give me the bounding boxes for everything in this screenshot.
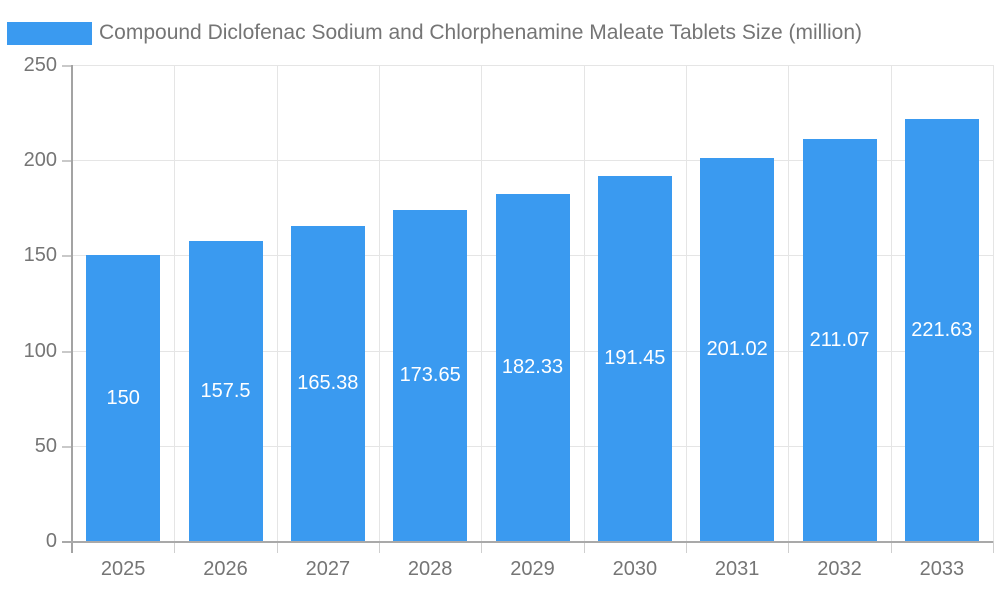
y-axis-tick [62,350,72,353]
y-axis-tick [62,65,72,67]
x-axis-tick [788,541,790,553]
bar: 211.07 [802,139,877,541]
x-gridline [379,65,380,541]
y-axis-tick [62,255,72,258]
x-axis-tick-label: 2026 [203,558,248,580]
x-axis-tick-label: 2025 [100,558,146,580]
bar: 157.5 [188,241,263,541]
y-axis-tick-label: 100 [23,339,57,362]
bar-value-label: 173.65 [399,364,461,387]
bar-value-label: 182.33 [501,355,564,378]
bar-value-label: 191.45 [604,347,666,370]
x-gridline [583,65,585,541]
bar: 150 [86,255,161,541]
y-axis-tick-label: 150 [23,244,57,267]
y-gridline [72,65,993,66]
bar-value-label: 150 [106,386,140,409]
legend: Compound Diclofenac Sodium and Chlorphen… [7,18,862,48]
x-gridline [174,65,176,541]
x-axis-tick [379,541,380,553]
x-axis-tick-label: 2031 [714,558,760,580]
x-gridline [993,65,994,541]
x-axis-tick-label: 2030 [612,558,658,580]
x-axis-tick [993,541,994,553]
x-axis-tick [686,541,687,553]
x-gridline [276,65,278,541]
bar-value-label: 165.38 [297,372,359,395]
x-axis-tick-label: 2027 [305,558,351,580]
bar: 201.02 [700,158,775,541]
bar: 221.63 [904,119,979,541]
bar: 173.65 [393,210,468,541]
y-axis-tick-label: 50 [34,434,57,457]
bar: 182.33 [495,193,570,541]
y-gridline [72,160,993,162]
x-axis-line [62,541,993,543]
y-axis-tick-label: 200 [23,149,57,172]
y-axis-line [71,65,73,553]
x-axis-tick-label: 2032 [817,558,862,580]
bar: 191.45 [597,176,672,541]
y-axis-tick-label: 250 [23,54,57,76]
bar-value-label: 211.07 [809,328,870,351]
bar-value-label: 201.02 [706,338,768,361]
bar: 165.38 [290,226,365,541]
x-gridline [890,65,892,541]
x-axis-tick [174,541,176,553]
x-axis-tick [890,541,892,553]
x-axis-tick-label: 2028 [407,558,453,580]
x-gridline [481,65,483,541]
x-axis-tick [481,541,483,553]
legend-swatch [7,21,92,45]
x-gridline [788,65,790,541]
chart-title: Compound Diclofenac Sodium and Chlorphen… [99,21,863,44]
bar-value-label: 221.63 [911,318,973,341]
y-axis-tick [62,445,72,448]
x-axis-tick [276,541,278,553]
x-axis-tick-label: 2033 [919,558,965,580]
x-axis-tick [583,541,585,553]
bar-value-label: 157.5 [200,379,251,402]
y-axis-tick [62,160,72,163]
y-axis-tick-label: 0 [45,530,57,552]
x-axis-tick-label: 2029 [510,558,555,580]
x-gridline [686,65,687,541]
